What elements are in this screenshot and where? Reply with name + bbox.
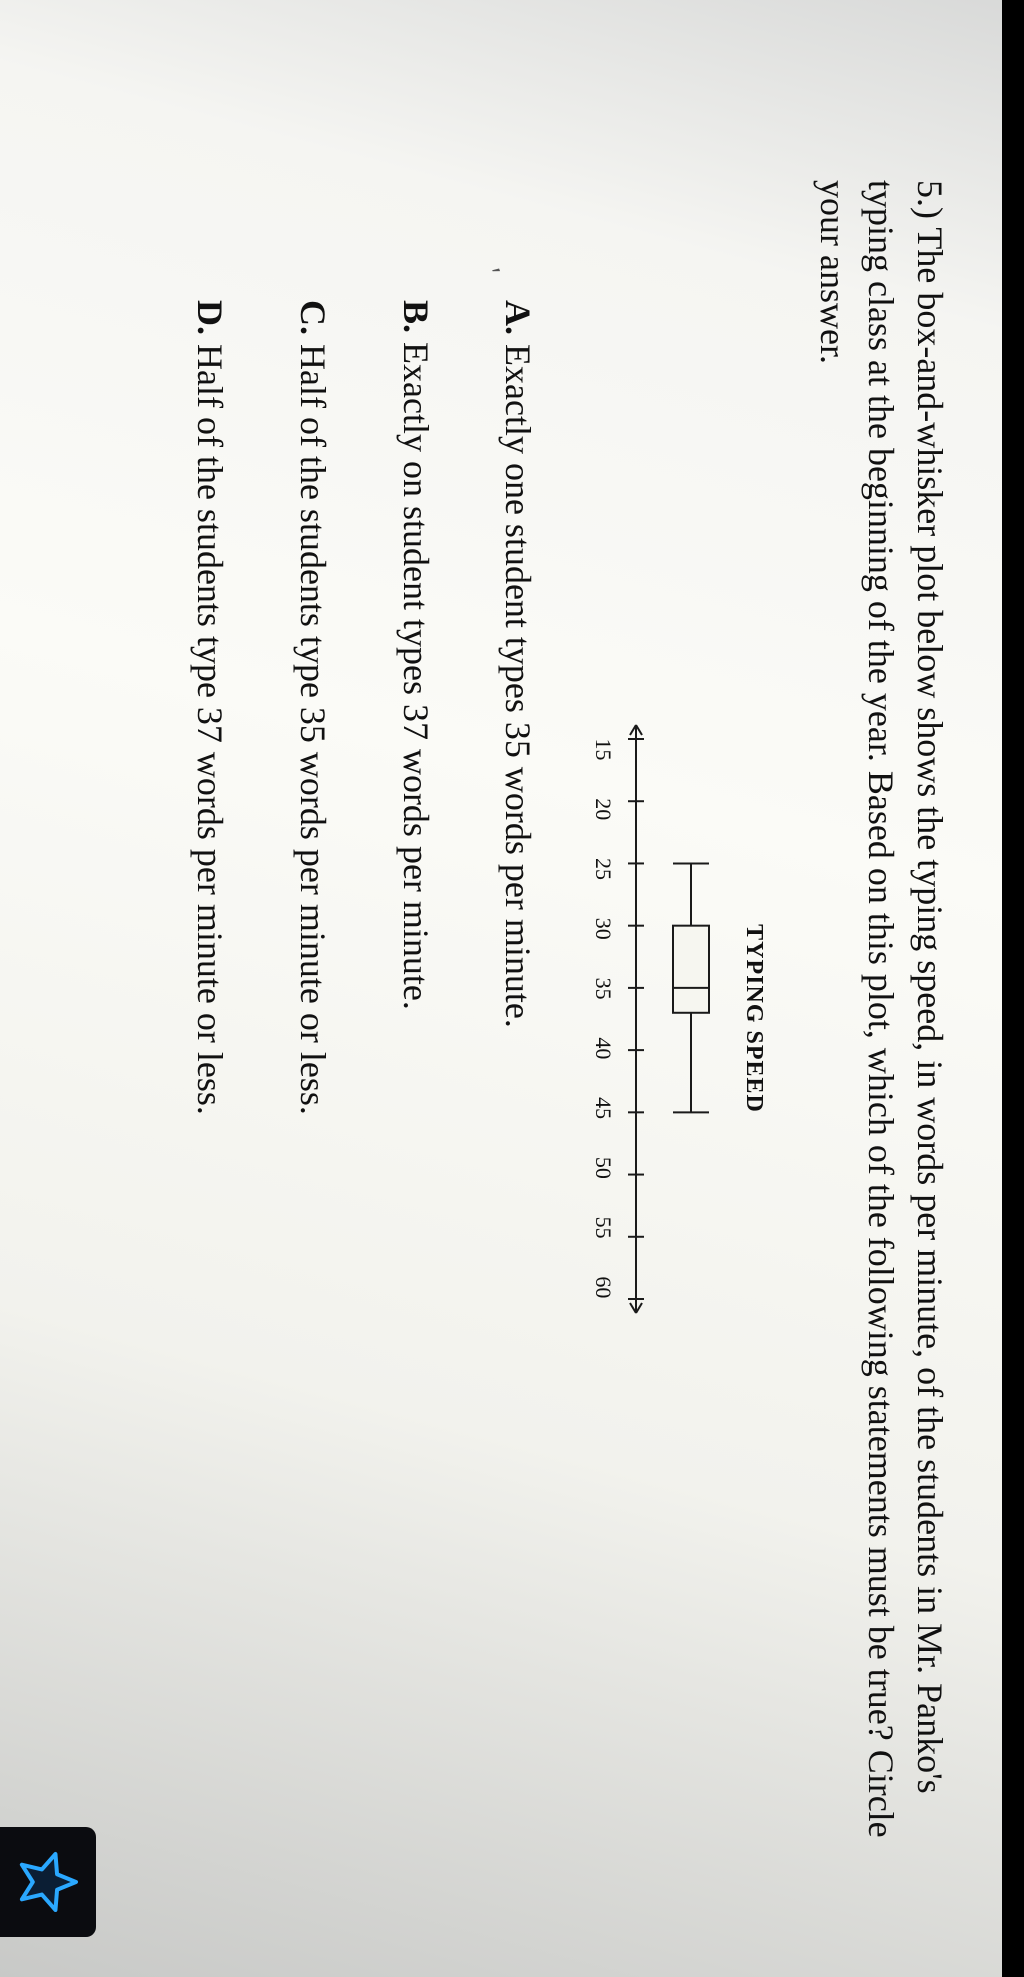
question-text: 5.) The box-and-whisker plot below shows… xyxy=(808,180,954,1857)
boxplot-svg xyxy=(656,739,726,1299)
question-body: The box-and-whisker plot below shows the… xyxy=(813,180,950,1838)
tick-label: 50 xyxy=(588,1157,618,1179)
choice-c[interactable]: C. Half of the students type 35 words pe… xyxy=(288,300,337,1857)
tick-label: 25 xyxy=(588,858,618,880)
boxplot-chart: TYPING SPEED 15 20 25 30 35 40 45 50 55 … xyxy=(588,699,770,1339)
star-icon xyxy=(16,1850,80,1914)
choice-b[interactable]: B. Exactly on student types 37 words per… xyxy=(391,300,440,1857)
choice-letter: A. xyxy=(498,300,538,335)
tick-label: 20 xyxy=(588,798,618,820)
worksheet-page: 5.) The box-and-whisker plot below shows… xyxy=(0,0,1024,1977)
choice-letter: C. xyxy=(293,300,333,335)
choice-text: Half of the students type 35 words per m… xyxy=(293,344,333,1115)
chart-title: TYPING SPEED xyxy=(738,699,770,1339)
choice-letter: B. xyxy=(396,300,436,333)
tick-label: 40 xyxy=(588,1037,618,1059)
choice-d[interactable]: D. Half of the students type 37 words pe… xyxy=(186,300,235,1857)
answer-choices: A. Exactly one student types 35 words pe… xyxy=(186,300,542,1857)
bookmark-tab[interactable] xyxy=(0,1827,96,1937)
choice-text: Half of the students type 37 words per m… xyxy=(190,344,230,1115)
tick-label: 45 xyxy=(588,1097,618,1119)
choice-text: Exactly on student types 37 words per mi… xyxy=(396,342,436,1010)
axis-svg xyxy=(622,719,650,1319)
tick-label: 55 xyxy=(588,1217,618,1239)
choice-a[interactable]: A. Exactly one student types 35 words pe… xyxy=(494,300,543,1857)
tick-label: 30 xyxy=(588,918,618,940)
tick-label: 60 xyxy=(588,1276,618,1298)
choice-text: Exactly one student types 35 words per m… xyxy=(498,344,538,1028)
tick-label: 35 xyxy=(588,978,618,1000)
tick-label: 15 xyxy=(588,739,618,761)
question-number: 5.) xyxy=(910,180,950,219)
axis-tick-labels: 15 20 25 30 35 40 45 50 55 60 xyxy=(588,739,618,1299)
choice-letter: D. xyxy=(190,300,230,335)
